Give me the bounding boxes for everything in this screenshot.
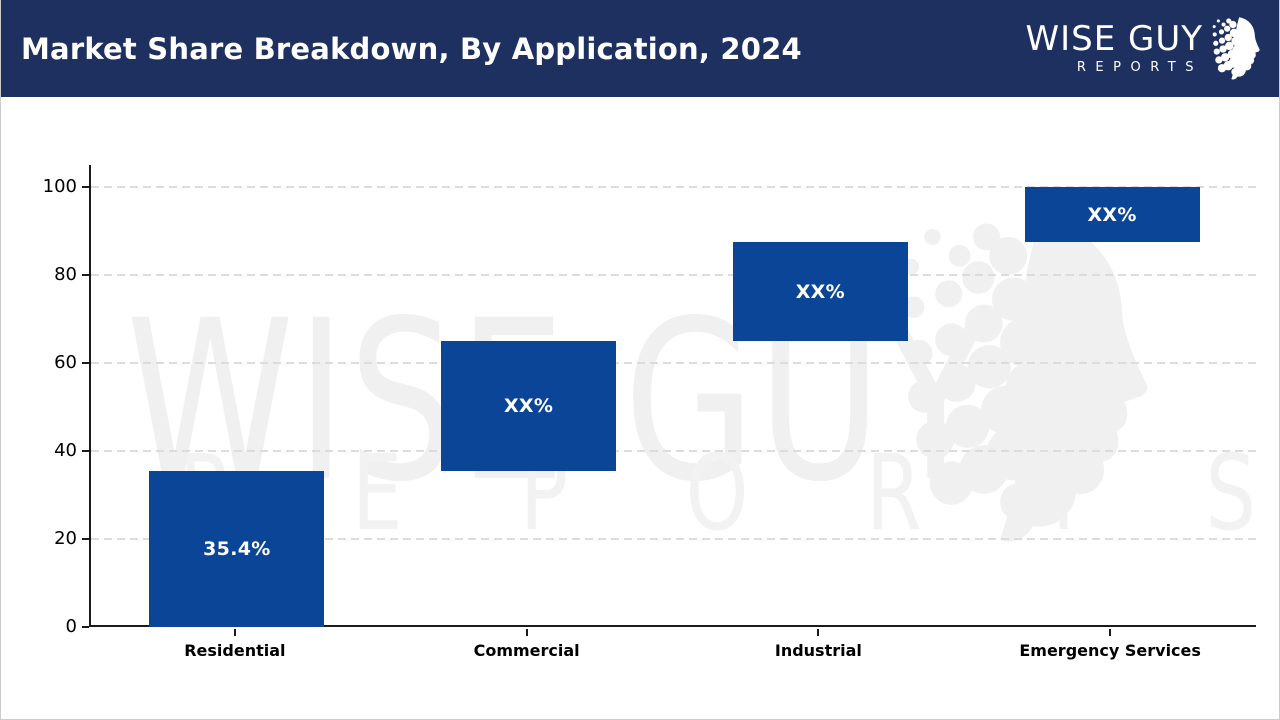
y-tick-label-40: 40 [54,440,77,461]
x-tick-mark-1 [525,629,528,636]
y-tick-mark-0 [82,626,89,628]
x-category-label: Industrial [774,641,862,660]
logo-text: WISE GUY REPORTS [1025,22,1203,75]
x-tick-mark-3 [1109,629,1112,636]
wiseguy-logo: WISE GUY REPORTS [1025,10,1261,88]
y-tick-mark-40 [82,450,89,452]
x-category-label: Emergency Services [1019,641,1201,660]
gridline-80 [91,274,1256,276]
y-tick-mark-80 [82,274,89,276]
y-tick-label-100: 100 [42,176,77,197]
y-tick-mark-100 [82,186,89,188]
page-title: Market Share Breakdown, By Application, … [21,31,802,66]
y-tick-mark-60 [82,362,89,364]
y-tick-mark-20 [82,538,89,540]
y-tick-label-20: 20 [54,528,77,549]
plot-area: 35.4% XX% XX% XX% [89,165,1256,627]
logo-subname: REPORTS [1076,60,1203,75]
gridline-20 [91,538,1256,540]
logo-name: WISE GUY [1025,19,1203,59]
bar-commercial: XX% [441,341,617,472]
x-category-label: Commercial [473,641,580,660]
bar-emergency-services: XX% [1024,187,1200,242]
wiseguy-head-icon [1209,10,1261,88]
bar-value-label: 35.4% [203,538,271,561]
bar-value-label: XX% [1087,203,1137,226]
header: Market Share Breakdown, By Application, … [1,0,1279,97]
bar-value-label: XX% [795,280,845,303]
gridline-60 [91,362,1256,364]
x-category-label: Residential [184,641,286,660]
gridline-100 [91,186,1256,188]
gridline-40 [91,450,1256,452]
bar-value-label: XX% [503,395,554,418]
y-tick-label-60: 60 [54,352,77,373]
bar-residential: 35.4% [149,471,325,627]
x-tick-mark-2 [817,629,820,636]
y-tick-label-0: 0 [65,616,77,637]
y-tick-label-80: 80 [54,264,77,285]
x-tick-mark-0 [233,629,236,636]
bar-industrial: XX% [732,242,908,341]
